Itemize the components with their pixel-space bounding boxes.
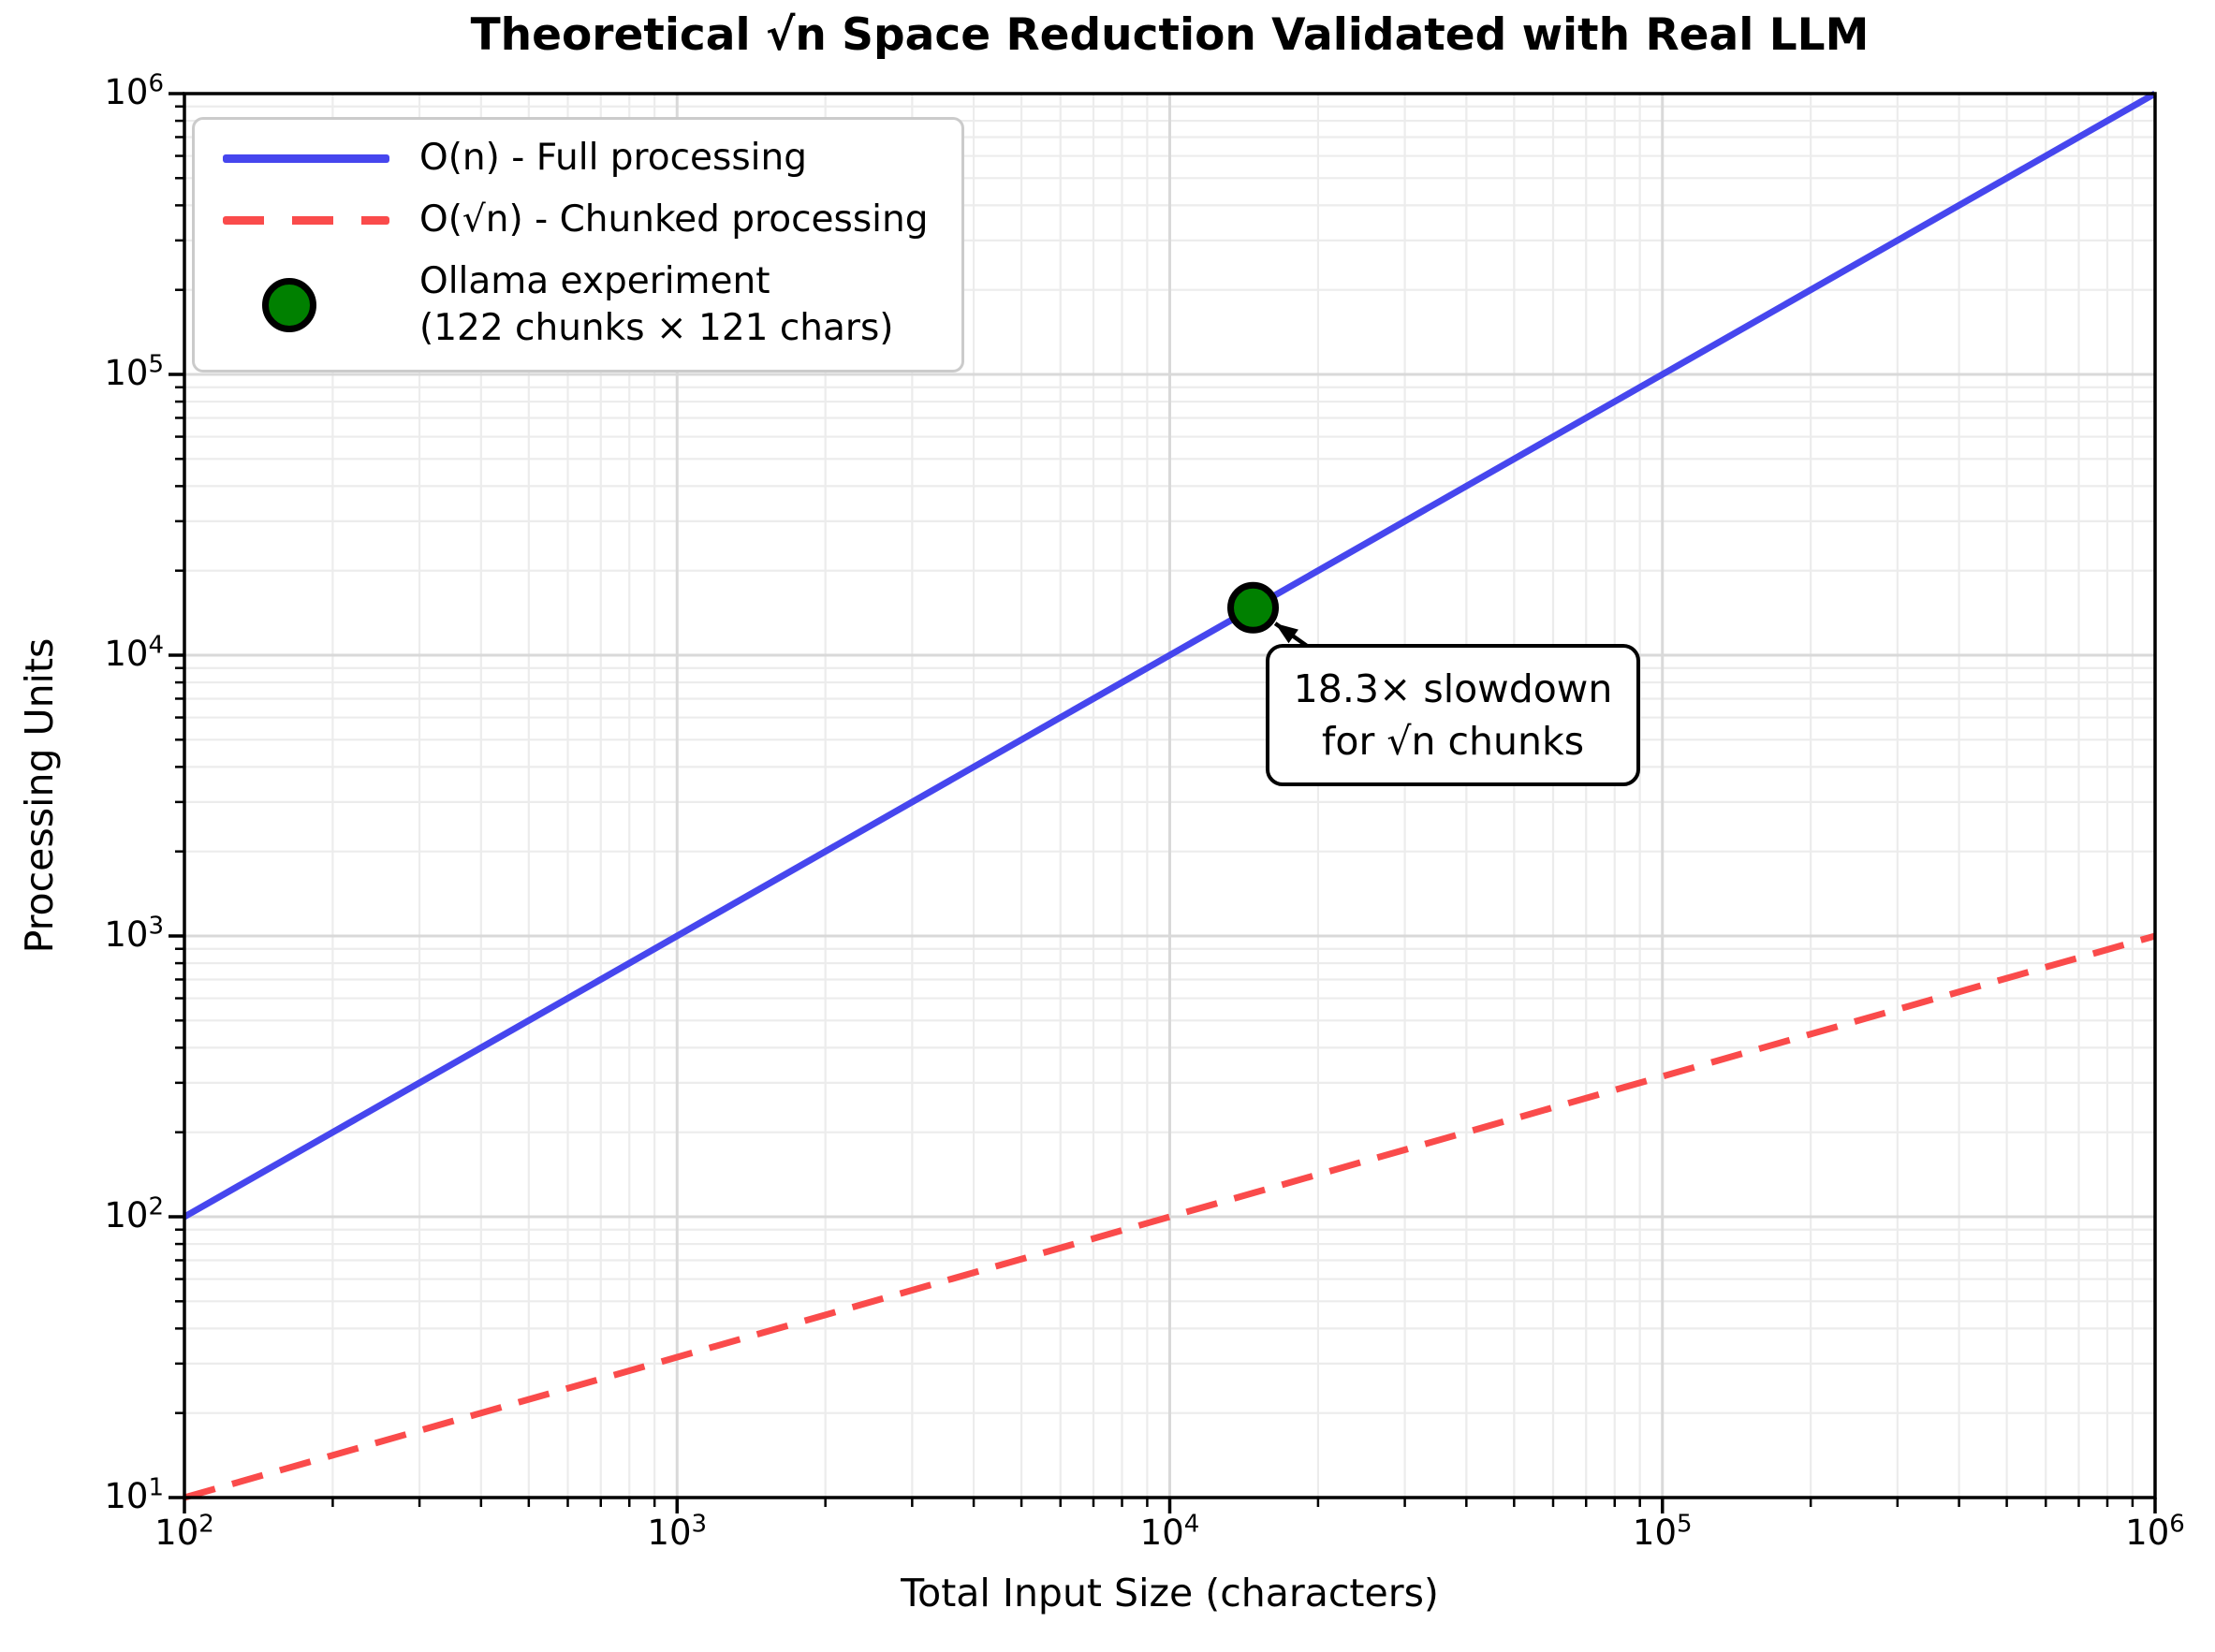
x-axis-label: Total Input Size (characters) xyxy=(901,1571,1439,1615)
x-tick-label: 106 xyxy=(2125,1510,2185,1553)
y-tick-label: 106 xyxy=(104,69,164,112)
x-tick-label: 104 xyxy=(1139,1510,1200,1553)
legend-item-sqrtn: O(√n) - Chunked processing xyxy=(223,197,943,244)
dashed-line-swatch xyxy=(223,215,389,225)
legend-label: Ollama experiment (122 chunks × 121 char… xyxy=(419,258,894,353)
x-tick-label: 102 xyxy=(154,1510,214,1553)
o-n-line xyxy=(183,90,2157,1221)
legend-label: O(n) - Full processing xyxy=(419,137,807,179)
y-tick-label: 104 xyxy=(104,631,164,674)
legend-swatch-cell xyxy=(223,154,389,163)
solid-line-swatch xyxy=(223,154,389,163)
legend-item-experiment: Ollama experiment (122 chunks × 121 char… xyxy=(223,258,943,353)
legend-label: O(√n) - Chunked processing xyxy=(419,197,929,241)
annotation-line1: 18.3× slowdown xyxy=(1293,666,1613,711)
y-tick-label: 103 xyxy=(104,912,164,955)
marker-swatch xyxy=(262,278,316,333)
legend-label-line1: Ollama experiment xyxy=(419,259,770,302)
x-tick-label: 105 xyxy=(1632,1510,1693,1553)
chart-title: Theoretical √n Space Reduction Validated… xyxy=(470,9,1870,61)
annotation-callout: 18.3× slowdown for √n chunks xyxy=(1266,644,1640,786)
x-tick-label: 103 xyxy=(647,1510,708,1553)
legend-swatch-cell xyxy=(223,215,389,225)
axis-ticks xyxy=(169,92,2157,1513)
legend-item-on: O(n) - Full processing xyxy=(223,135,943,183)
y-tick-label: 105 xyxy=(104,350,164,393)
annotation-line2: for √n chunks xyxy=(1321,719,1585,764)
y-tick-label: 102 xyxy=(104,1192,164,1235)
series xyxy=(183,90,2157,1501)
legend: O(n) - Full processing O(√n) - Chunked p… xyxy=(192,117,964,373)
sqrt-n-line xyxy=(183,932,2156,1501)
y-axis-label: Processing Units xyxy=(17,637,62,954)
experiment-point xyxy=(1227,581,1280,634)
legend-label-line2: (122 chunks × 121 chars) xyxy=(419,307,894,350)
legend-swatch-cell xyxy=(223,278,389,333)
y-tick-label: 101 xyxy=(104,1473,164,1516)
